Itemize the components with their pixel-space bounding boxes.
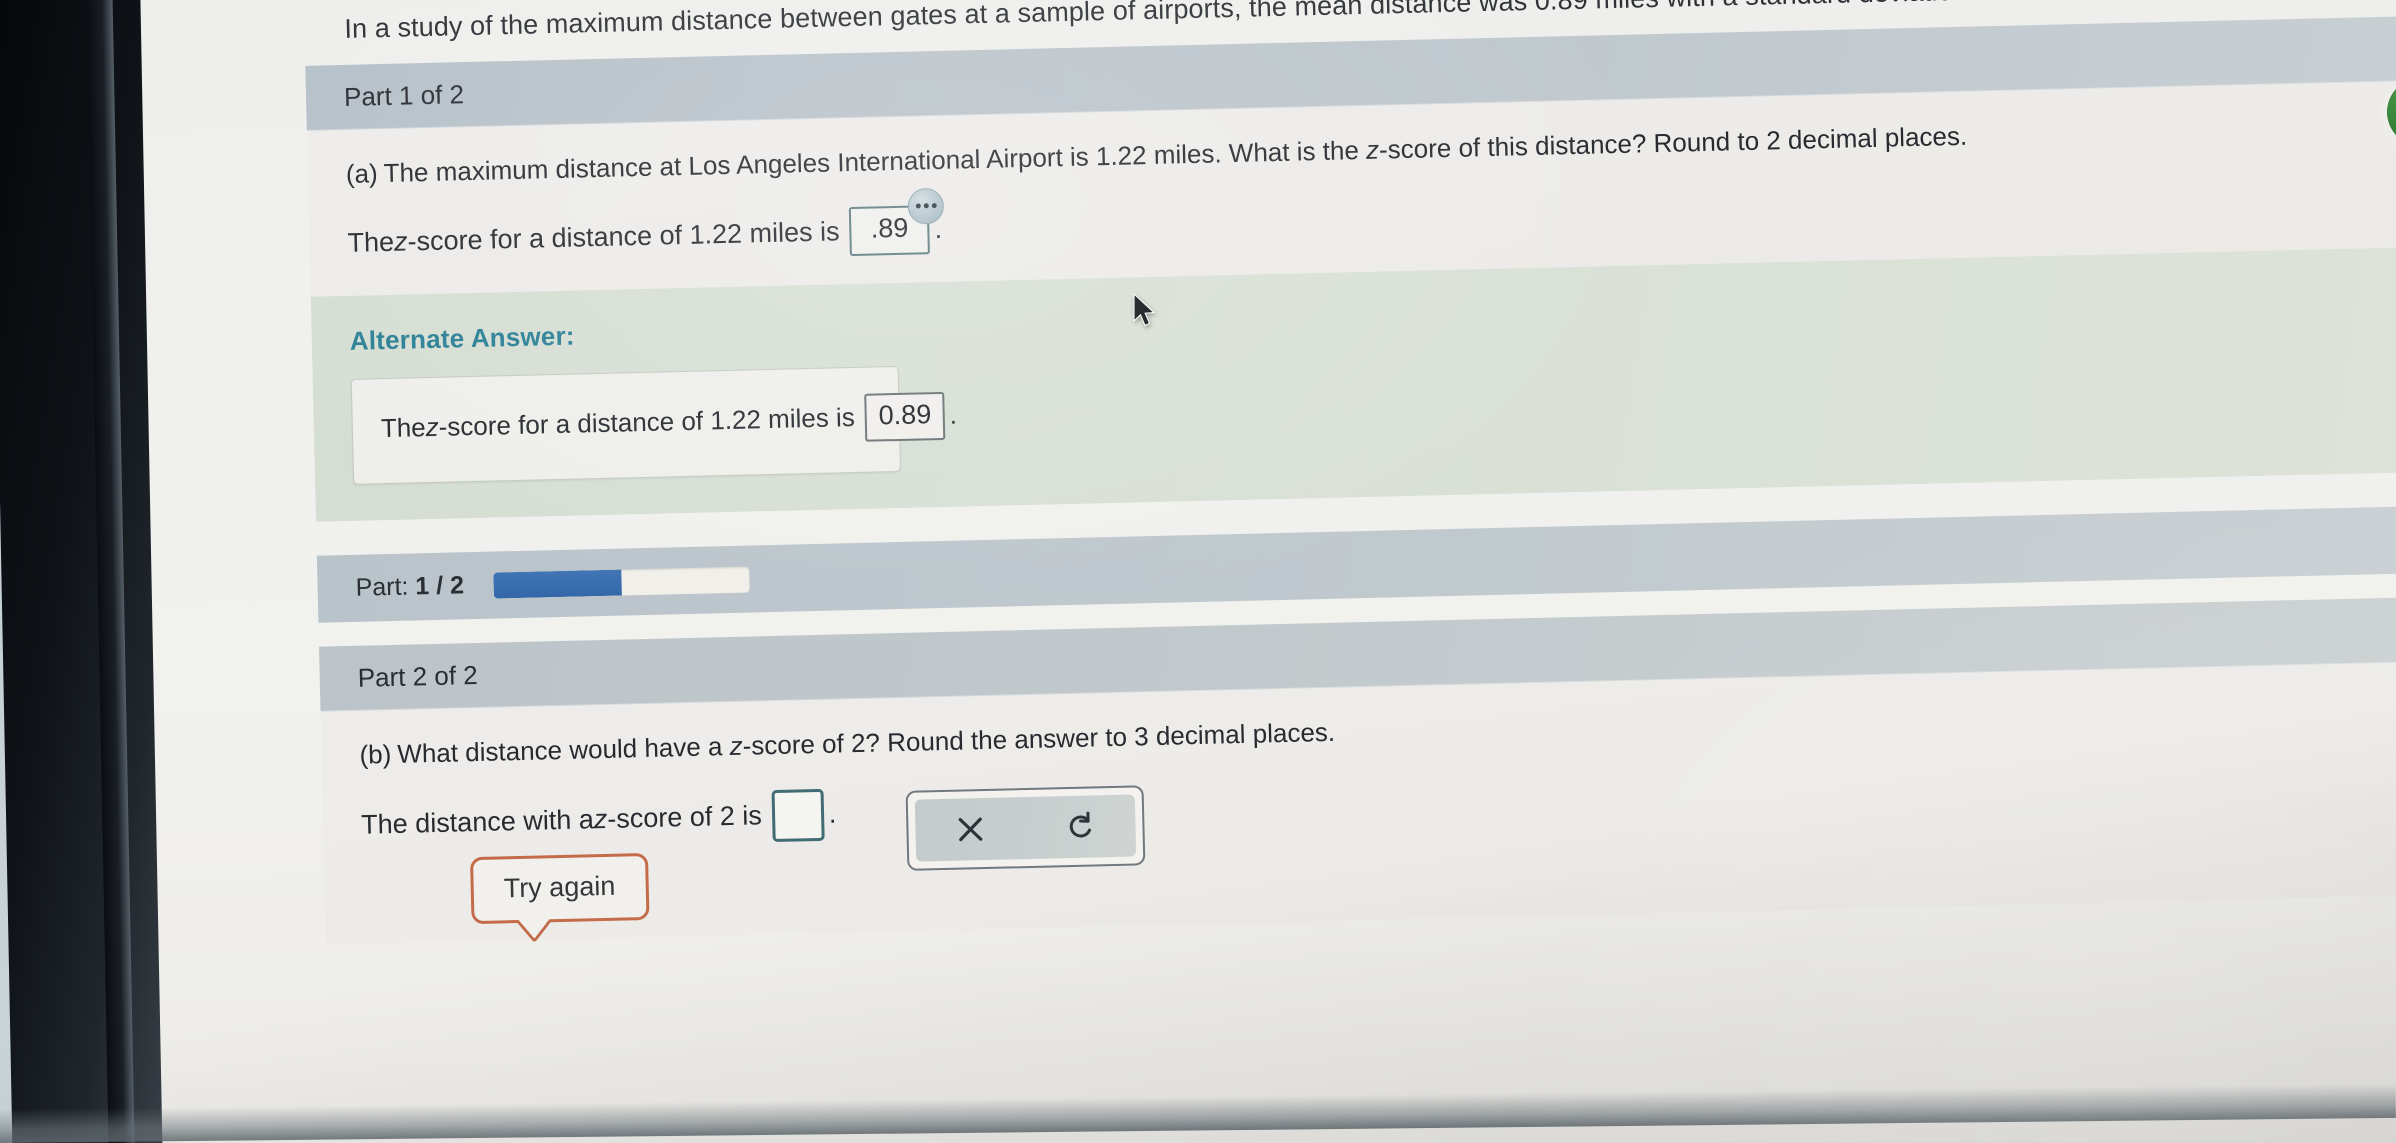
exercise-container: In a study of the maximum distance betwe… — [304, 0, 2396, 945]
try-again-tooltip: Try again — [469, 852, 650, 924]
question-a-label: (a) — [345, 158, 379, 190]
alternate-answer-value-box: 0.89 — [864, 391, 946, 442]
question-a-text-pre: The maximum distance at Los Angeles Inte… — [383, 135, 1367, 189]
alternate-text-pre: The — [380, 412, 427, 444]
monitor-bezel — [0, 0, 164, 1143]
progress-label: Part: 1 / 2 — [355, 571, 464, 603]
part-2-answer-row: The distance with a z -score of 2 is . Tr… — [361, 749, 2396, 924]
answer-a-text-pre: The — [347, 226, 395, 258]
alternate-answer-value: 0.89 — [878, 398, 932, 430]
z-variable: z — [425, 412, 440, 443]
alternate-text-mid: -score for a distance of 1.22 miles is — [438, 402, 856, 443]
z-variable: z — [729, 730, 744, 762]
part-2-answer-input[interactable] — [771, 788, 825, 842]
question-b-text-pre: What distance would have a — [396, 731, 731, 770]
close-x-icon — [953, 812, 988, 847]
answer-b-text-pre: The distance with a — [360, 804, 595, 840]
part-2-body: (b) What distance would have a z-score of… — [320, 660, 2396, 945]
answer-toolbar — [905, 784, 1146, 871]
z-variable: z — [593, 804, 608, 835]
part-1-card: Part 1 of 2 (a) The maximum distance at L… — [305, 14, 2396, 522]
alternate-answer-box: The z -score for a distance of 1.22 miles… — [350, 365, 957, 486]
progress-label-pre: Part: — [355, 572, 409, 603]
alternate-answer-title: Alternate Answer: — [349, 320, 576, 356]
question-a-text-post: -score of this distance? Round to 2 deci… — [1378, 121, 1968, 166]
progress-label-value: 1 / 2 — [415, 571, 465, 601]
mouse-pointer-icon — [1132, 292, 1160, 337]
undo-button[interactable] — [1025, 794, 1136, 859]
answer-b-text-mid: -score of 2 is — [606, 800, 763, 835]
progress-track — [493, 566, 751, 599]
z-variable: z — [393, 226, 408, 257]
answer-toolbar-inner — [914, 794, 1137, 862]
question-b-text-post: -score of 2? Round the answer to 3 decim… — [742, 716, 1336, 761]
alternate-period: . — [949, 399, 958, 431]
main-content: In a study of the maximum distance betwe… — [97, 0, 2396, 1143]
clear-answer-button[interactable] — [915, 797, 1026, 862]
alternate-answer-line: The z -score for a distance of 1.22 miles… — [380, 391, 957, 453]
answer-b-period: . — [828, 798, 837, 829]
part-2-answer-left: The distance with a z -score of 2 is . Tr… — [361, 788, 837, 924]
undo-arrow-icon — [1062, 808, 1099, 845]
part-1-answer-value: .89 — [870, 212, 909, 244]
part-2-answer-line: The distance with a z -score of 2 is . — [361, 788, 837, 851]
part-1-answer-input[interactable]: .89 — [849, 187, 945, 256]
answer-a-text-mid: -score for a distance of 1.22 miles is — [407, 215, 840, 257]
question-b-label: (b) — [359, 739, 392, 770]
progress-fill — [493, 569, 623, 599]
part-2-card: Part 2 of 2 (b) What distance would have … — [319, 595, 2396, 945]
